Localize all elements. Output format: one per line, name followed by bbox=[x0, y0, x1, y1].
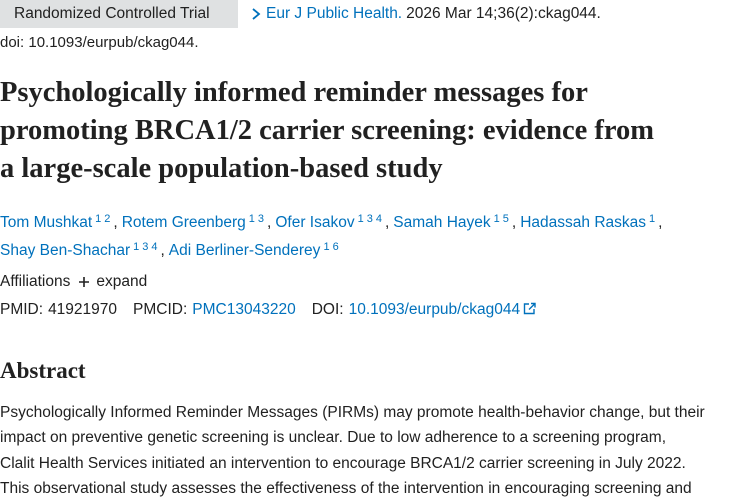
separator: , bbox=[160, 242, 165, 259]
affiliation-number[interactable]: 1 bbox=[248, 213, 255, 225]
identifier: PMCID: PMC13043220 bbox=[133, 299, 296, 321]
journal-link[interactable]: Eur J Public Health. bbox=[266, 5, 403, 22]
title-line: promoting BRCA1/2 carrier screening: evi… bbox=[0, 115, 655, 146]
external-link-icon bbox=[523, 302, 536, 315]
affiliations-row: Affiliations expand bbox=[0, 271, 147, 293]
affiliation-number[interactable]: 3 bbox=[257, 213, 265, 225]
author: Shay Ben-Shachar 1 3 4, bbox=[0, 241, 165, 259]
author: Samah Hayek 1 5, bbox=[393, 213, 517, 231]
separator: , bbox=[384, 214, 390, 231]
chevron-icon bbox=[252, 8, 261, 20]
abstract-text: Psychologically Informed Reminder Messag… bbox=[0, 400, 705, 500]
abstract-line: Psychologically Informed Reminder Messag… bbox=[0, 404, 705, 421]
identifiers: PMID: 41921970 PMCID: PMC13043220 DOI: 10.109… bbox=[0, 299, 537, 321]
author-name[interactable]: Shay Ben-Shachar bbox=[0, 242, 131, 259]
author-name[interactable]: Rotem Greenberg bbox=[121, 214, 246, 231]
plus-icon bbox=[79, 277, 90, 287]
separator: , bbox=[511, 214, 517, 231]
author-line: Shay Ben-Shachar 1 3 4, Adi Berliner-Sendere… bbox=[0, 235, 662, 263]
separator: , bbox=[113, 214, 118, 231]
abstract-line: Clalit Health Services initiated an inte… bbox=[0, 454, 686, 472]
identifier: DOI: 10.1093/eurpub/ckag044 bbox=[312, 299, 537, 321]
separator: , bbox=[658, 214, 663, 231]
separator: , bbox=[267, 214, 272, 231]
author: Ofer Isakov 1 3 4, bbox=[275, 213, 390, 231]
author-name[interactable]: Samah Hayek bbox=[393, 214, 491, 231]
author: Tom Mushkat 1 2, bbox=[0, 213, 118, 231]
expand-label: expand bbox=[96, 273, 148, 290]
affiliation-number[interactable]: 2 bbox=[104, 213, 111, 225]
identifier-value: 41921970 bbox=[48, 301, 118, 318]
affiliation-number[interactable]: 1 bbox=[95, 213, 102, 225]
affiliation-number[interactable]: 5 bbox=[502, 213, 509, 225]
affiliation-number[interactable]: 3 bbox=[366, 213, 373, 225]
affiliation-number[interactable]: 1 bbox=[357, 213, 364, 225]
identifier-value[interactable]: PMC13043220 bbox=[192, 301, 296, 318]
identifier: PMID: 41921970 bbox=[0, 299, 117, 321]
affiliation-number[interactable]: 4 bbox=[151, 241, 158, 253]
affiliations-label: Affiliations bbox=[0, 273, 71, 290]
identifier-label: PMID: bbox=[0, 301, 44, 318]
affiliation-number[interactable]: 6 bbox=[332, 241, 339, 253]
header-row: Randomized Controlled Trial Eur J Public… bbox=[0, 0, 601, 28]
author: Hadassah Raskas 1, bbox=[520, 213, 663, 231]
abstract-line: impact on preventive genetic screening i… bbox=[0, 429, 667, 447]
author: Rotem Greenberg 1 3, bbox=[121, 213, 272, 231]
identifier-label: PMCID: bbox=[133, 301, 188, 318]
doi: doi: 10.1093/eurpub/ckag044. bbox=[0, 34, 199, 51]
author-name[interactable]: Adi Berliner-Senderey bbox=[168, 242, 321, 259]
identifier-label: DOI: bbox=[311, 301, 344, 318]
citation: Eur J Public Health. 2026 Mar 14;36(2):c… bbox=[250, 5, 601, 23]
affiliation-number[interactable]: 1 bbox=[649, 213, 656, 225]
affiliation-number[interactable]: 1 bbox=[493, 213, 500, 225]
expand-toggle[interactable]: expand bbox=[78, 271, 147, 293]
author-line: Tom Mushkat 1 2, Rotem Greenberg 1 3, Ofer Isa… bbox=[0, 207, 662, 235]
title: Psychologically informed reminder messag… bbox=[0, 74, 654, 188]
affiliation-number[interactable]: 3 bbox=[142, 241, 149, 253]
abstract-heading: Abstract bbox=[0, 358, 86, 383]
identifier-value[interactable]: 10.1093/eurpub/ckag044 bbox=[348, 301, 521, 318]
title-line: Psychologically informed reminder messag… bbox=[0, 77, 588, 108]
abstract-line: This observational study assesses the ef… bbox=[0, 479, 692, 497]
affiliation-number[interactable]: 4 bbox=[375, 213, 382, 225]
author: Adi Berliner-Senderey 1 6 bbox=[168, 241, 342, 259]
publication-type: Randomized Controlled Trial bbox=[0, 0, 238, 28]
affiliation-number[interactable]: 1 bbox=[133, 241, 140, 253]
author-affiliations: 1 bbox=[649, 213, 658, 225]
title-line: a large-scale population-based study bbox=[0, 153, 443, 184]
author-name[interactable]: Tom Mushkat bbox=[0, 214, 93, 231]
citation-details: 2026 Mar 14;36(2):ckag044. bbox=[406, 5, 601, 22]
affiliation-number[interactable]: 1 bbox=[323, 241, 330, 253]
author-name[interactable]: Hadassah Raskas bbox=[520, 214, 647, 231]
author-name[interactable]: Ofer Isakov bbox=[275, 214, 355, 231]
authors: Tom Mushkat 1 2, Rotem Greenberg 1 3, Ofer Isa… bbox=[0, 207, 662, 263]
